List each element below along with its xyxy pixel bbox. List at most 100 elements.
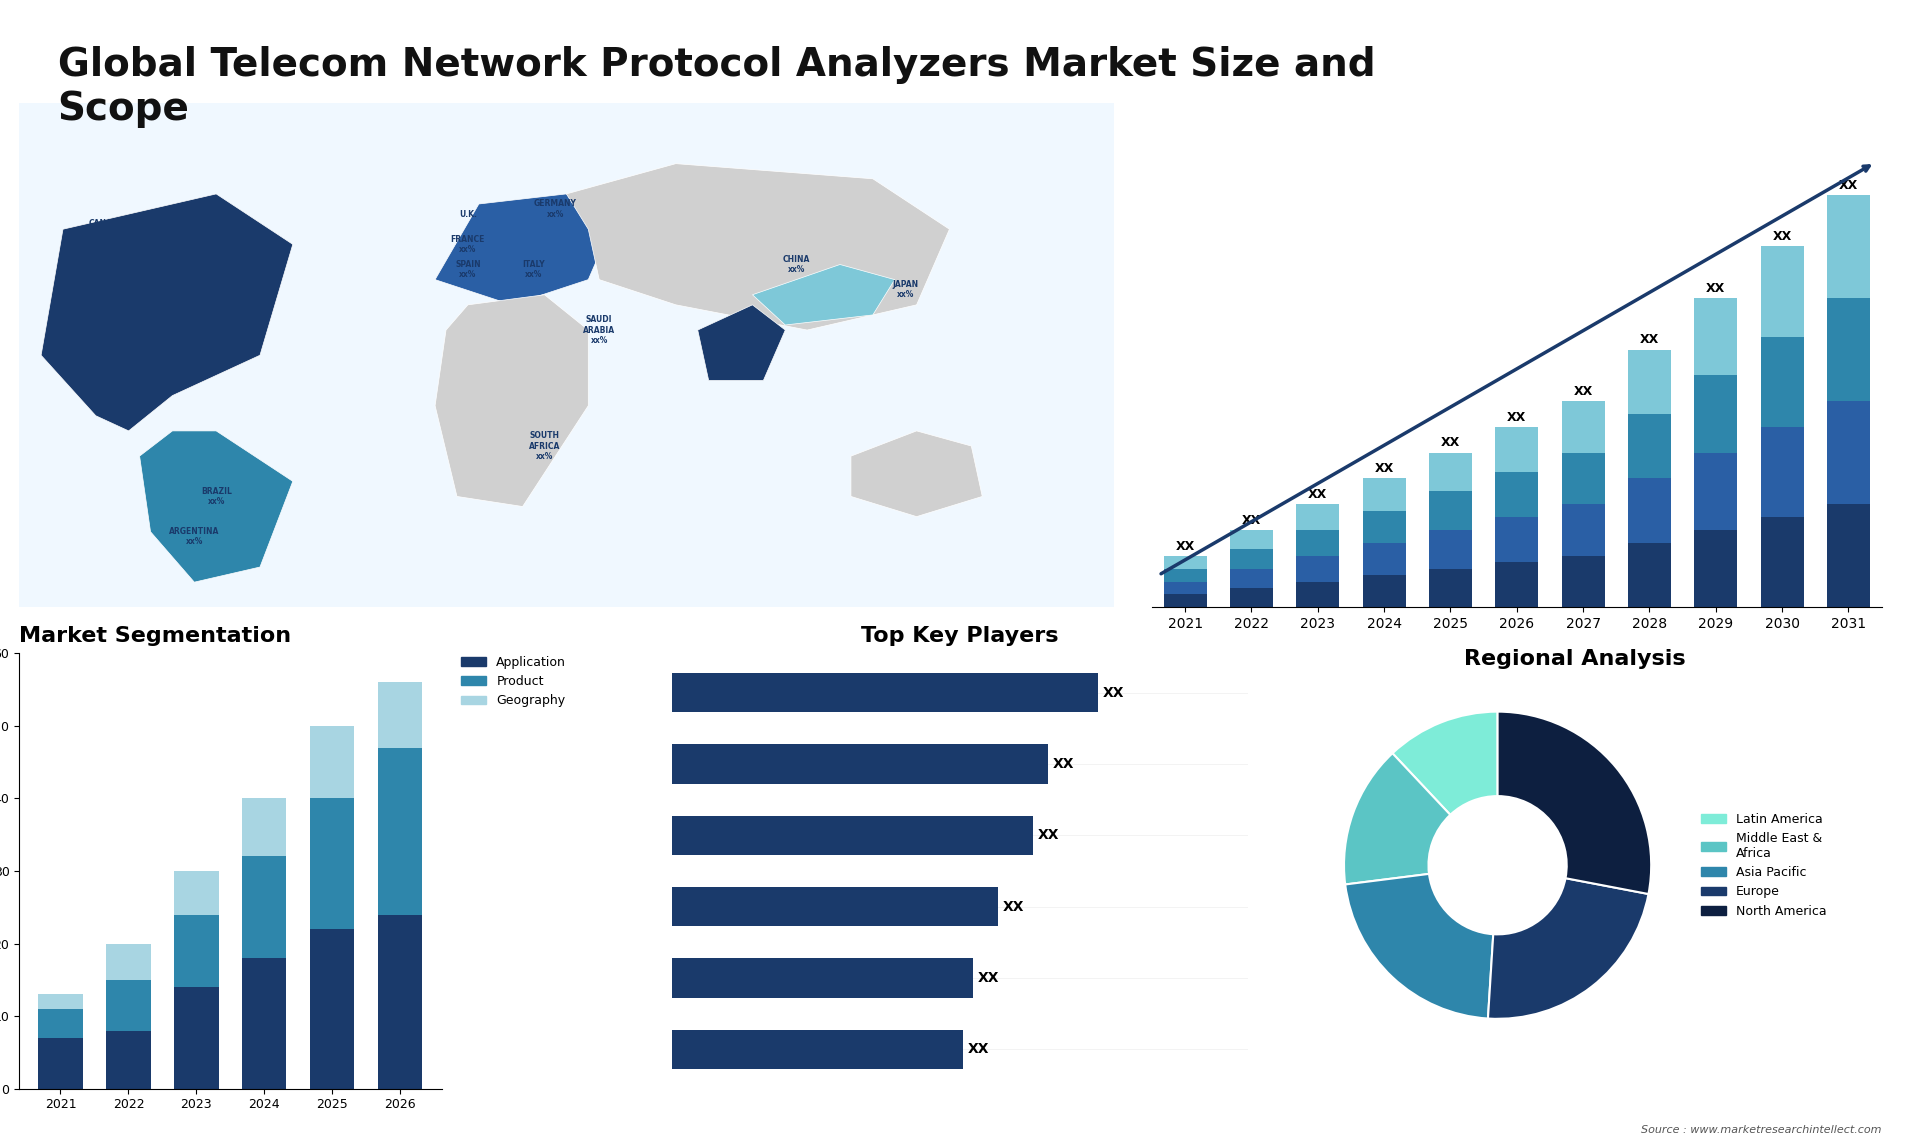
Text: XX: XX: [1640, 333, 1659, 346]
Bar: [1628, 350, 1670, 414]
Bar: [1561, 504, 1605, 556]
Bar: [1164, 556, 1208, 568]
Bar: [672, 1029, 962, 1069]
Text: XX: XX: [1002, 900, 1023, 913]
Wedge shape: [1344, 753, 1450, 885]
Bar: [1761, 517, 1803, 607]
Text: XX: XX: [1175, 540, 1194, 552]
Wedge shape: [1498, 712, 1651, 894]
Text: XX: XX: [1037, 829, 1060, 842]
Bar: [242, 958, 286, 1089]
Text: MEXICO
xx%: MEXICO xx%: [123, 346, 157, 364]
Text: XX: XX: [1242, 513, 1261, 527]
Bar: [1761, 246, 1803, 337]
Text: CANADA
xx%: CANADA xx%: [88, 220, 125, 238]
Bar: [1561, 556, 1605, 607]
Text: BRAZIL
xx%: BRAZIL xx%: [202, 487, 232, 507]
Bar: [175, 871, 219, 915]
Text: SPAIN
xx%: SPAIN xx%: [455, 260, 480, 280]
Bar: [1231, 529, 1273, 549]
Bar: [1828, 195, 1870, 298]
Wedge shape: [1392, 712, 1498, 815]
Bar: [672, 958, 973, 997]
Text: XX: XX: [1308, 488, 1327, 501]
Bar: [1828, 504, 1870, 607]
Bar: [1428, 568, 1473, 607]
Text: SOUTH
AFRICA
xx%: SOUTH AFRICA xx%: [528, 431, 561, 461]
Bar: [1628, 543, 1670, 607]
Bar: [672, 816, 1033, 855]
Bar: [106, 980, 150, 1030]
Text: JAPAN
xx%: JAPAN xx%: [893, 280, 920, 299]
Text: FRANCE
xx%: FRANCE xx%: [451, 235, 486, 254]
Bar: [38, 1008, 83, 1038]
Text: XX: XX: [1574, 385, 1594, 398]
Bar: [311, 929, 355, 1089]
Text: XX: XX: [977, 971, 998, 984]
Bar: [1628, 414, 1670, 479]
Bar: [242, 856, 286, 958]
Bar: [378, 682, 422, 747]
Polygon shape: [566, 164, 948, 330]
Bar: [1693, 376, 1738, 453]
Bar: [1496, 563, 1538, 607]
Bar: [1428, 492, 1473, 529]
Bar: [1561, 401, 1605, 453]
Bar: [175, 987, 219, 1089]
Text: Source : www.marketresearchintellect.com: Source : www.marketresearchintellect.com: [1642, 1124, 1882, 1135]
Text: XX: XX: [1440, 437, 1459, 449]
Bar: [1363, 478, 1405, 511]
Wedge shape: [1346, 874, 1494, 1019]
Bar: [1761, 337, 1803, 426]
Bar: [1496, 426, 1538, 472]
Polygon shape: [140, 431, 292, 582]
Bar: [1693, 453, 1738, 529]
Text: GERMANY
xx%: GERMANY xx%: [534, 199, 576, 219]
Text: XX: XX: [1507, 410, 1526, 424]
Bar: [175, 915, 219, 987]
Bar: [242, 799, 286, 856]
Polygon shape: [753, 265, 895, 325]
Text: SAUDI
ARABIA
xx%: SAUDI ARABIA xx%: [584, 315, 614, 345]
Wedge shape: [1488, 878, 1649, 1019]
Bar: [1363, 511, 1405, 543]
Bar: [1693, 529, 1738, 607]
Polygon shape: [40, 194, 292, 431]
Text: MARKET
RESEARCH
INTELLECT: MARKET RESEARCH INTELLECT: [1709, 47, 1766, 79]
Text: XX: XX: [1772, 230, 1791, 243]
Bar: [378, 747, 422, 915]
Text: XX: XX: [1707, 282, 1726, 295]
Text: ITALY
xx%: ITALY xx%: [522, 260, 545, 280]
Bar: [106, 1030, 150, 1089]
Bar: [378, 915, 422, 1089]
Bar: [1761, 427, 1803, 517]
Polygon shape: [436, 194, 611, 305]
Bar: [1628, 479, 1670, 543]
Bar: [1363, 575, 1405, 607]
Bar: [1231, 568, 1273, 588]
Bar: [1428, 453, 1473, 492]
Bar: [1231, 549, 1273, 568]
Text: INDIA
xx%: INDIA xx%: [718, 330, 743, 350]
Text: XX: XX: [1839, 179, 1859, 191]
Bar: [311, 725, 355, 799]
Bar: [1164, 581, 1208, 595]
Text: Regional Analysis: Regional Analysis: [1463, 649, 1686, 669]
Text: CHINA
xx%: CHINA xx%: [783, 254, 810, 274]
Bar: [1693, 298, 1738, 376]
Text: Top Key Players: Top Key Players: [862, 626, 1058, 646]
Text: XX: XX: [1052, 758, 1073, 771]
Bar: [38, 995, 83, 1008]
Text: Global Telecom Network Protocol Analyzers Market Size and
Scope: Global Telecom Network Protocol Analyzer…: [58, 46, 1375, 128]
Bar: [1363, 543, 1405, 575]
Text: XX: XX: [1375, 462, 1394, 476]
Bar: [1428, 529, 1473, 568]
Bar: [1164, 568, 1208, 582]
Polygon shape: [851, 431, 983, 517]
Bar: [1231, 588, 1273, 607]
Text: XX: XX: [968, 1043, 989, 1057]
Polygon shape: [436, 295, 588, 507]
Bar: [672, 745, 1048, 784]
Bar: [106, 943, 150, 980]
Bar: [38, 1038, 83, 1089]
